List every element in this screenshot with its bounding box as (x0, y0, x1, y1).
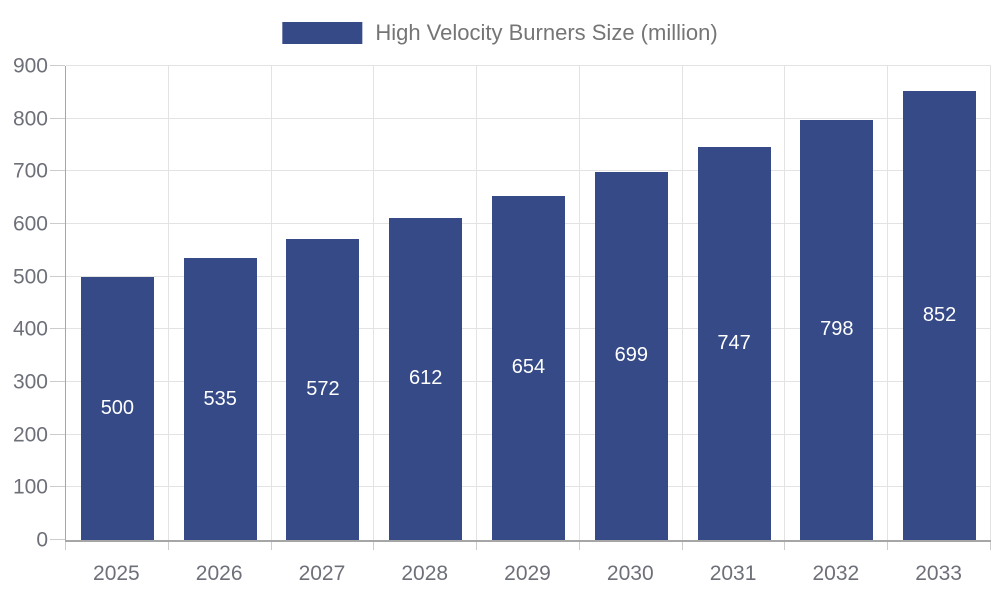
legend-label: High Velocity Burners Size (million) (375, 20, 718, 45)
x-axis-tick-label: 2031 (709, 562, 757, 585)
y-axis-tick-label: 400 (12, 317, 48, 341)
x-axis-tick-label: 2025 (93, 562, 140, 585)
v-gridline (578, 66, 580, 540)
x-axis-tick (681, 542, 683, 550)
v-gridline (887, 66, 889, 540)
bar-2030[interactable]: 699 (594, 171, 668, 540)
legend-swatch-icon (282, 22, 363, 44)
h-gridline (66, 170, 991, 172)
x-axis-tick (270, 542, 272, 550)
bar-value-label: 654 (511, 356, 546, 379)
v-gridline (476, 66, 478, 540)
bar-value-label: 852 (922, 304, 957, 327)
bar-2026[interactable]: 535 (183, 258, 257, 540)
x-axis-tick (887, 542, 889, 550)
y-axis-tick (50, 433, 65, 435)
legend[interactable]: High Velocity Burners Size (million) (282, 20, 718, 46)
y-axis-tick-label: 100 (12, 475, 48, 499)
x-axis-tick (578, 542, 580, 550)
x-axis-tick (476, 542, 478, 550)
bar-2027[interactable]: 572 (286, 238, 360, 540)
x-axis: 2025 2026 2027 2028 2029 2030 2031 2032 2033 (65, 542, 991, 592)
v-gridline (167, 66, 169, 540)
v-gridline (373, 66, 375, 540)
v-gridline (990, 66, 991, 540)
plot-area: 500 535 572 612 654 699 747 798 852 (50, 65, 991, 542)
bar-value-label: 500 (100, 396, 135, 419)
x-axis-tick-label: 2027 (298, 562, 346, 585)
h-gridline (66, 117, 991, 119)
y-axis-tick-label: 900 (12, 54, 48, 78)
y-axis-tick-label: 200 (12, 423, 48, 447)
x-axis-tick (373, 542, 375, 550)
bar-2033[interactable]: 852 (903, 91, 977, 540)
y-axis-tick-label: 0 (36, 528, 48, 552)
x-axis-tick (65, 542, 66, 550)
x-axis-tick-label: 2033 (915, 562, 962, 585)
bar-2032[interactable]: 798 (800, 119, 874, 540)
y-axis-tick (50, 328, 65, 330)
y-axis-tick-label: 700 (12, 159, 48, 183)
bar-value-label: 798 (820, 318, 854, 341)
y-axis-tick (50, 381, 65, 383)
bar-2029[interactable]: 654 (492, 195, 565, 540)
v-gridline (681, 66, 683, 540)
y-axis-tick (50, 275, 65, 277)
x-axis-tick-label: 2029 (504, 562, 551, 585)
x-axis-tick (167, 542, 169, 550)
bar-2028[interactable]: 612 (389, 217, 463, 540)
x-axis-tick (784, 542, 786, 550)
x-axis-tick-label: 2028 (401, 562, 449, 585)
y-axis-tick (50, 223, 65, 225)
bar-2031[interactable]: 747 (697, 146, 771, 540)
y-axis-tick-label: 800 (12, 107, 48, 131)
bar-value-label: 612 (409, 367, 443, 390)
bar-value-label: 535 (203, 387, 237, 410)
h-gridline (66, 65, 991, 66)
bar-value-label: 572 (306, 377, 340, 400)
y-axis: 0 100 200 300 400 500 600 700 800 900 (0, 56, 48, 551)
y-axis-tick (50, 170, 65, 172)
x-axis-tick (990, 542, 991, 550)
y-axis-tick (50, 539, 65, 540)
x-axis-tick-label: 2026 (195, 562, 243, 585)
bar-value-label: 699 (614, 344, 648, 367)
y-axis-tick-label: 500 (12, 265, 48, 289)
y-axis-tick (50, 117, 65, 119)
bar-2025[interactable]: 500 (80, 276, 154, 540)
y-axis-tick-label: 300 (12, 370, 48, 394)
y-axis-tick-label: 600 (12, 212, 48, 236)
v-gridline (270, 66, 272, 540)
x-axis-tick-label: 2030 (606, 562, 654, 585)
bar-value-label: 747 (717, 331, 751, 354)
x-axis-tick-label: 2032 (812, 562, 860, 585)
y-axis-tick (50, 65, 65, 66)
v-gridline (784, 66, 786, 540)
y-axis-tick (50, 486, 65, 488)
